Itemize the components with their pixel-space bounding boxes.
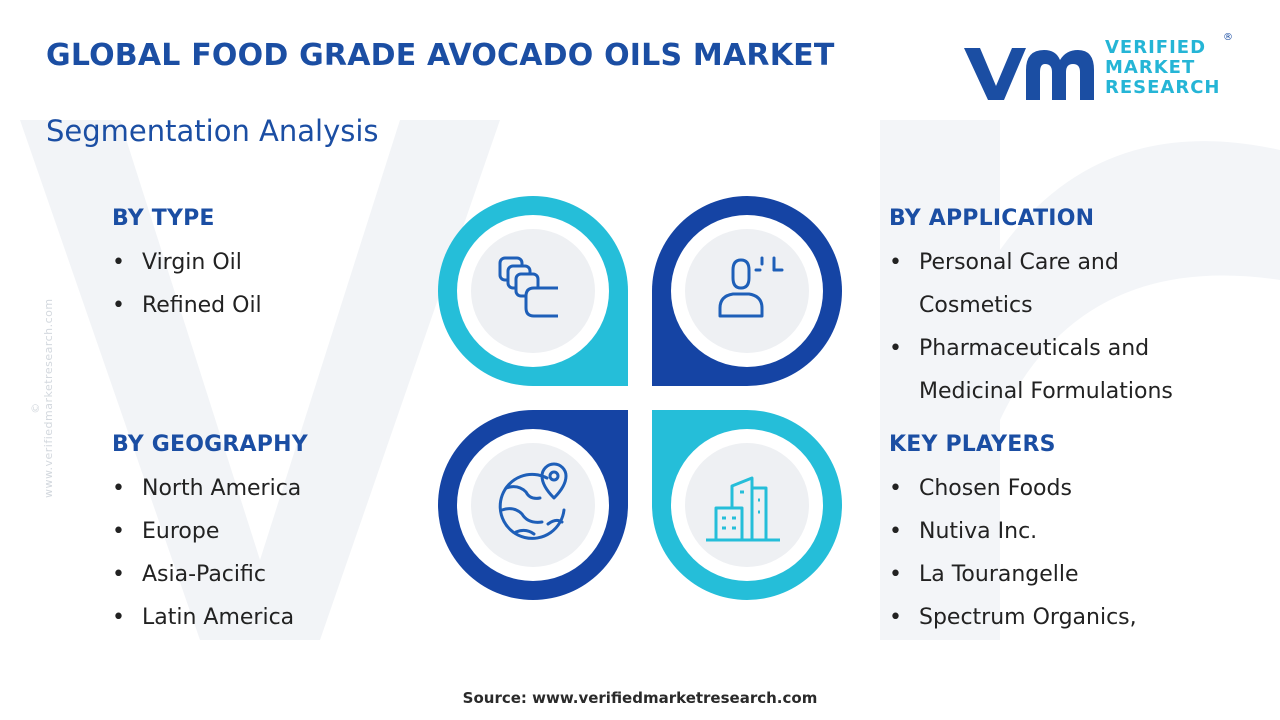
list-item-label: North America xyxy=(142,476,302,501)
bullet: • xyxy=(889,476,902,501)
list-item-label: Nutiva Inc. xyxy=(919,519,1038,544)
list-item-label: Refined Oil xyxy=(142,293,262,318)
segment-heading-geography: BY GEOGRAPHY xyxy=(112,432,308,457)
segment-heading-application: BY APPLICATION xyxy=(889,206,1095,231)
globe-location-icon xyxy=(498,462,568,540)
list-item: • Pharmaceuticals and Medicinal Formulati… xyxy=(889,327,1229,413)
list-item: • Latin America xyxy=(112,596,412,639)
bullet: • xyxy=(889,562,902,587)
list-item: • Asia-Pacific xyxy=(112,553,412,596)
list-item-label: Spectrum Organics, xyxy=(919,605,1137,630)
list-item-label: Pharmaceuticals and Medicinal Formulatio… xyxy=(919,336,1173,404)
segment-heading-key-players: KEY PLAYERS xyxy=(889,432,1056,457)
segment-list-geography: • North America • Europe • Asia-Pacific • La… xyxy=(112,467,412,639)
bullet: • xyxy=(112,519,125,544)
segment-by-geography: BY GEOGRAPHY • North America • Europe • Asi… xyxy=(112,432,412,639)
segment-by-type: BY TYPE • Virgin Oil • Refined Oil xyxy=(112,206,412,327)
bullet: • xyxy=(112,562,125,587)
bullet: • xyxy=(889,336,902,361)
list-item-label: Virgin Oil xyxy=(142,250,242,275)
page-title: GLOBAL FOOD GRADE AVOCADO OILS MARKET xyxy=(46,38,835,73)
list-item-label: La Tourangelle xyxy=(919,562,1079,587)
list-item: • Spectrum Organics, xyxy=(889,596,1229,639)
logo-line-1: VERIFIED xyxy=(1105,37,1207,58)
list-item: • North America xyxy=(112,467,412,510)
petal-geography xyxy=(438,410,628,600)
list-item: • Refined Oil xyxy=(112,284,412,327)
segmentation-graphic xyxy=(438,196,842,600)
source-footer: Source: www.verifiedmarketresearch.com xyxy=(462,689,818,707)
logo-wordmark: VERIFIED MARKET RESEARCH xyxy=(1105,38,1220,98)
list-item: • La Tourangelle xyxy=(889,553,1229,596)
logo-line-3: RESEARCH xyxy=(1105,77,1221,98)
segment-list-type: • Virgin Oil • Refined Oil xyxy=(112,241,412,327)
bullet: • xyxy=(112,476,125,501)
bullet: • xyxy=(112,293,125,318)
list-item-label: Asia-Pacific xyxy=(142,562,266,587)
list-item: • Virgin Oil xyxy=(112,241,412,284)
list-item-label: Chosen Foods xyxy=(919,476,1072,501)
user-analytics-icon xyxy=(718,256,784,318)
logo-line-2: MARKET xyxy=(1105,57,1196,78)
brand-logo: VERIFIED MARKET RESEARCH ® xyxy=(960,32,1240,106)
vmr-logo-icon xyxy=(964,48,1094,100)
bullet: • xyxy=(889,519,902,544)
list-item-label: Personal Care and Cosmetics xyxy=(919,250,1119,318)
bullet: • xyxy=(889,250,902,275)
buildings-icon xyxy=(706,476,780,542)
list-item: • Europe xyxy=(112,510,412,553)
list-item: • Personal Care and Cosmetics xyxy=(889,241,1229,327)
segment-by-application: BY APPLICATION • Personal Care and Cosmet… xyxy=(889,206,1229,413)
segment-heading-type: BY TYPE xyxy=(112,206,215,231)
registered-mark: ® xyxy=(1223,32,1233,43)
petal-type xyxy=(438,196,628,386)
segment-key-players: KEY PLAYERS • Chosen Foods • Nutiva Inc. •… xyxy=(889,432,1229,639)
side-credit: © www.verifiedmarketresearch.com xyxy=(29,298,55,498)
page-subtitle: Segmentation Analysis xyxy=(46,114,379,148)
bullet: • xyxy=(112,250,125,275)
segment-list-key-players: • Chosen Foods • Nutiva Inc. • La Tourangel… xyxy=(889,467,1229,639)
segment-list-application: • Personal Care and Cosmetics • Pharmaceut… xyxy=(889,241,1229,413)
bullet: • xyxy=(112,605,125,630)
layers-icon xyxy=(498,256,558,318)
bullet: • xyxy=(889,605,902,630)
list-item-label: Latin America xyxy=(142,605,295,630)
list-item-label: Europe xyxy=(142,519,220,544)
list-item: • Nutiva Inc. xyxy=(889,510,1229,553)
petal-key-players xyxy=(652,410,842,600)
petal-application xyxy=(652,196,842,386)
list-item: • Chosen Foods xyxy=(889,467,1229,510)
